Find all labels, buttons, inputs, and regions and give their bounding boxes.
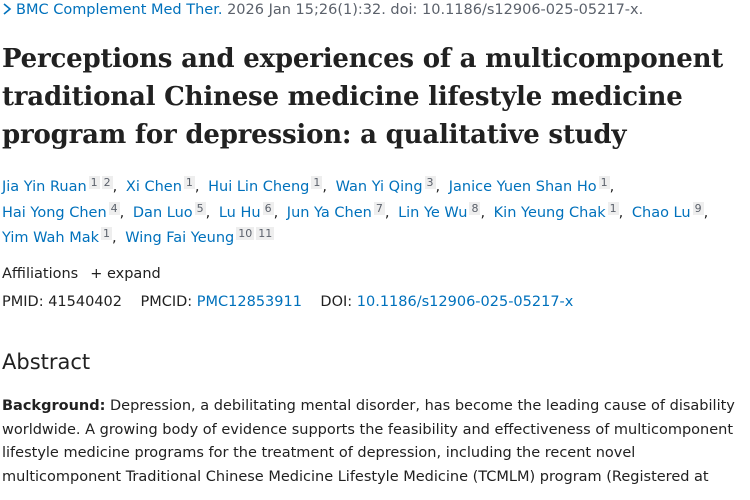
author-separator: ,	[609, 179, 615, 195]
author-name[interactable]: Jun Ya Chen	[286, 204, 372, 221]
affiliation-number[interactable]: 1	[183, 176, 195, 189]
author-name[interactable]: Kin Yeung Chak	[493, 204, 606, 221]
author-name[interactable]: Hui Lin Cheng	[208, 179, 310, 195]
chevron	[3, 3, 12, 15]
author: Wan Yi Qing 3,	[335, 176, 445, 195]
affiliation-number[interactable]: 11	[256, 227, 275, 240]
doi-label: DOI:	[320, 294, 353, 310]
affiliation-number[interactable]: 4	[108, 201, 120, 215]
author: Hui Lin Cheng 1,	[208, 176, 331, 195]
doi-link[interactable]: 10.1186/s12906-025-05217-x	[356, 294, 574, 310]
journal[interactable]: BMC Complement Med Ther.	[16, 2, 223, 18]
affiliation-number[interactable]: 5	[194, 201, 206, 215]
author-name[interactable]: Janice Yuen Shan Ho	[448, 179, 597, 195]
author-separator: ,	[119, 204, 125, 221]
affiliation-number[interactable]: 7	[373, 201, 385, 215]
author-name[interactable]: Wing Fai Yeung	[125, 230, 235, 246]
author-name[interactable]: Jia Yin Ruan	[2, 179, 87, 195]
author-separator: ,	[480, 204, 486, 221]
author-separator: ,	[205, 204, 211, 221]
author: Lu Hu 6,	[218, 201, 282, 221]
author: Xi Chen 1,	[125, 176, 204, 195]
affiliation-number[interactable]: 1	[88, 176, 100, 189]
affiliation-number[interactable]: 9	[692, 201, 704, 215]
author-name[interactable]: Lin Ye Wu	[398, 204, 468, 221]
author: Dan Luo 5,	[132, 201, 214, 221]
pmcid-label: PMCID:	[140, 294, 193, 310]
author-name[interactable]: Chao Lu	[631, 204, 691, 221]
author-separator: ,	[703, 204, 709, 221]
affiliations: Affiliations + expand	[2, 266, 161, 282]
article-title: Perceptions and experiences of a multico…	[2, 44, 724, 150]
author-separator: ,	[384, 204, 390, 221]
abstract-background: Background: Depression, a debilitating m…	[2, 395, 747, 489]
author: Jia Yin Ruan 1 2,	[2, 176, 121, 195]
background-text: Depression, a debilitating mental disord…	[2, 398, 735, 485]
affiliation-number[interactable]: 1	[101, 227, 112, 240]
citation-details: 2026 Jan 15;26(1):32. doi: 10.1186/s1290…	[227, 2, 644, 18]
author-name[interactable]: Lu Hu	[218, 204, 261, 221]
author: Kin Yeung Chak 1,	[493, 201, 628, 221]
author: Janice Yuen Shan Ho 1,	[448, 176, 618, 195]
identifiers: PMID: 41540402 PMCID: PMC12853911 DOI: 1…	[2, 294, 573, 310]
author-separator: ,	[435, 179, 441, 195]
author: Yim Wah Mak 1,	[2, 227, 121, 246]
affiliation-number[interactable]: 10	[236, 227, 255, 240]
affiliations-label: Affiliations	[2, 266, 79, 282]
pmcid-link[interactable]: PMC12853911	[196, 294, 302, 310]
pmid-label: PMID:	[2, 294, 44, 310]
author: Chao Lu 9,	[631, 201, 712, 221]
author-name[interactable]: Hai Yong Chen	[2, 204, 107, 221]
citation: BMC Complement Med Ther. 2026 Jan 15;26(…	[2, 2, 643, 18]
affiliation-number[interactable]: 1	[607, 201, 619, 215]
author-separator: ,	[273, 204, 279, 221]
author: Jun Ya Chen 7,	[286, 201, 394, 221]
affiliation-number[interactable]: 2	[101, 176, 113, 189]
affiliation-number[interactable]: 1	[598, 176, 610, 189]
background-label: Background:	[2, 398, 106, 414]
expand-button[interactable]: + expand	[90, 266, 161, 282]
affiliation-number[interactable]: 3	[424, 176, 436, 189]
author-name[interactable]: Dan Luo	[132, 204, 193, 221]
author: Hai Yong Chen 4,	[2, 201, 128, 221]
affiliation-number[interactable]: 1	[311, 176, 323, 189]
author-name[interactable]: Xi Chen	[125, 179, 182, 195]
author-name[interactable]: Wan Yi Qing	[335, 179, 423, 195]
pmid: 41540402	[48, 294, 123, 310]
author-separator: ,	[618, 204, 624, 221]
author-separator: ,	[322, 179, 327, 195]
expand-label[interactable]: expand	[106, 266, 161, 282]
author-separator: ,	[112, 179, 118, 195]
author: Wing Fai Yeung 10 11	[125, 227, 275, 246]
affiliation-number[interactable]: 6	[262, 201, 274, 215]
author-list: Jia Yin Ruan 1 2, Xi Chen 1, Hui Lin Cheng 1…	[2, 175, 732, 252]
abstract-heading: Abstract	[2, 350, 91, 374]
author-name[interactable]: Yim Wah Mak	[2, 230, 99, 246]
affiliation-number[interactable]: 8	[469, 201, 481, 215]
author: Lin Ye Wu 8,	[398, 201, 489, 221]
author-separator: ,	[194, 179, 200, 195]
author-separator: ,	[112, 230, 117, 246]
